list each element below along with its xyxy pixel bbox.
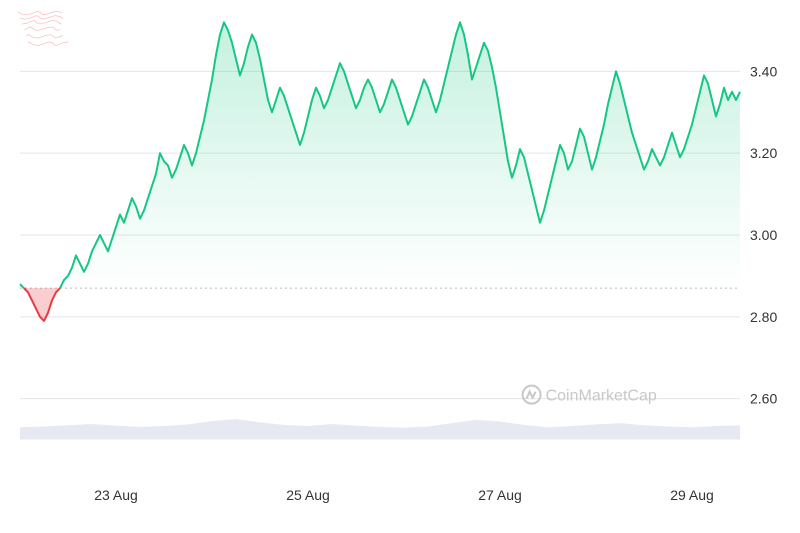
volume-area <box>20 419 740 439</box>
watermark-text: CoinMarketCap <box>546 388 657 405</box>
y-tick-label: 2.80 <box>750 309 777 325</box>
y-tick-label: 3.40 <box>750 63 777 79</box>
x-tick-label: 25 Aug <box>286 487 330 503</box>
x-tick-label: 27 Aug <box>478 487 522 503</box>
chart-svg: 2.60 2.80 3.00 3.20 3.40 23 Aug 25 Aug 27 Aug 29… <box>0 0 800 533</box>
corner-artifact <box>18 11 68 45</box>
y-tick-label: 3.20 <box>750 145 777 161</box>
x-tick-label: 23 Aug <box>94 487 138 503</box>
y-tick-label: 2.60 <box>750 391 777 407</box>
price-chart[interactable]: 2.60 2.80 3.00 3.20 3.40 23 Aug 25 Aug 27 Aug 29… <box>0 0 800 533</box>
coinmarketcap-icon-m <box>527 392 536 399</box>
x-tick-label: 29 Aug <box>670 487 714 503</box>
y-tick-label: 3.00 <box>750 227 777 243</box>
